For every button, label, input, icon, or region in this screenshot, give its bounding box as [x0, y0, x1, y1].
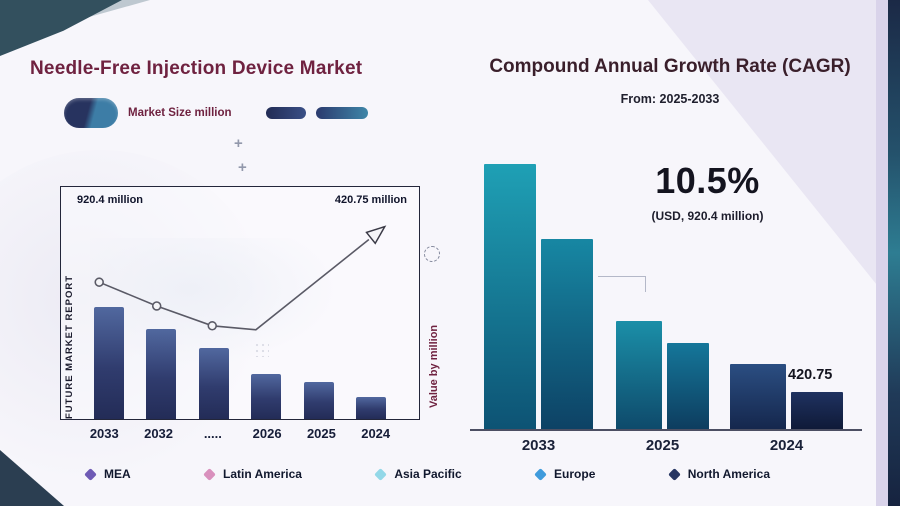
diamond-icon [203, 467, 216, 481]
legend-item-north-america: North America [667, 467, 770, 481]
capsule-icon [64, 98, 118, 128]
cagr-chart: 2033 2025 2024 [470, 160, 870, 454]
legend-item-mea: MEA [84, 467, 131, 481]
cagr-value: 10.5% [655, 160, 760, 201]
region-legend: MEA Latin America Asia Pacific Europe North … [84, 462, 770, 486]
cagr-bar [730, 364, 786, 429]
market-size-legend-label: Market Size million [128, 107, 232, 119]
cagr-bar-group-2024: 2024 [730, 364, 843, 454]
legend-item-asia-pacific: Asia Pacific [374, 467, 462, 481]
cagr-subtitle: From: 2025-2033 [620, 92, 720, 106]
legend-label: Asia Pacific [394, 467, 462, 481]
legend-label: Europe [554, 467, 596, 481]
market-size-bar [146, 329, 177, 419]
value-callout: 420.75 [788, 367, 833, 383]
cagr-y-axis-label: Value by million [428, 324, 440, 408]
cagr-note: (USD, 920.4 million) [651, 209, 764, 223]
legend-item-europe: Europe [534, 467, 596, 481]
cagr-bar-group-2025: 2025 [616, 321, 709, 454]
plus-icon: + [238, 159, 247, 176]
decor-pill-icon [315, 107, 368, 119]
market-size-x-label: ..... [203, 426, 222, 441]
cagr-value-block: 10.5% (USD, 920.4 million) [610, 160, 805, 223]
market-size-bar [93, 307, 124, 419]
market-size-bar [251, 374, 282, 419]
decor-right-lavender-strip [876, 0, 888, 506]
cagr-bar-group-2033: 2033 [484, 164, 593, 454]
market-size-x-labels: 2033 2032..... 2026 2025 2024 [60, 426, 420, 441]
cagr-bar [791, 392, 843, 429]
diamond-icon [534, 467, 547, 481]
decor-pill-icon [265, 107, 306, 119]
cagr-title: Compound Annual Growth Rate (CAGR) [489, 56, 851, 77]
market-size-x-label: 2025 [306, 426, 336, 441]
market-size-bar [198, 348, 229, 419]
legend-item-latin-america: Latin America [203, 467, 302, 481]
market-size-chart: 920.4 million 420.75 million FUTURE MARK… [60, 186, 420, 420]
market-size-legend: Market Size million [64, 96, 384, 130]
market-size-x-label: 2026 [252, 426, 282, 441]
cagr-x-label: 2024 [769, 437, 804, 454]
dashed-circle-icon [424, 246, 440, 262]
market-title: Needle-Free Injection Device Market [30, 58, 363, 79]
market-size-x-label: 2032 [144, 426, 174, 441]
cagr-baseline [470, 429, 862, 431]
legend-label: North America [687, 467, 770, 481]
cagr-x-label: 2033 [521, 437, 556, 454]
diamond-icon [84, 467, 97, 481]
market-size-x-label: 2024 [361, 426, 391, 441]
decor-bracket [598, 276, 646, 292]
cagr-x-label: 2025 [645, 437, 680, 454]
market-size-bar [356, 397, 387, 419]
market-size-bars [71, 299, 409, 419]
decor-corner-top-left [0, 0, 122, 56]
cagr-bar [541, 239, 593, 429]
decor-right-gradient-strip [888, 0, 900, 506]
cagr-bar [484, 164, 536, 429]
cagr-bar [667, 343, 709, 429]
plus-icon: + [234, 135, 243, 152]
chart-value-right: 420.75 million [334, 194, 407, 206]
diamond-icon [374, 467, 388, 481]
chart-value-left: 920.4 million [77, 194, 144, 206]
cagr-bar [616, 321, 662, 429]
diamond-icon [667, 467, 681, 481]
legend-label: MEA [104, 467, 131, 481]
market-size-x-label: 2033 [89, 426, 119, 441]
legend-label: Latin America [223, 467, 302, 481]
market-size-bar [303, 382, 334, 419]
